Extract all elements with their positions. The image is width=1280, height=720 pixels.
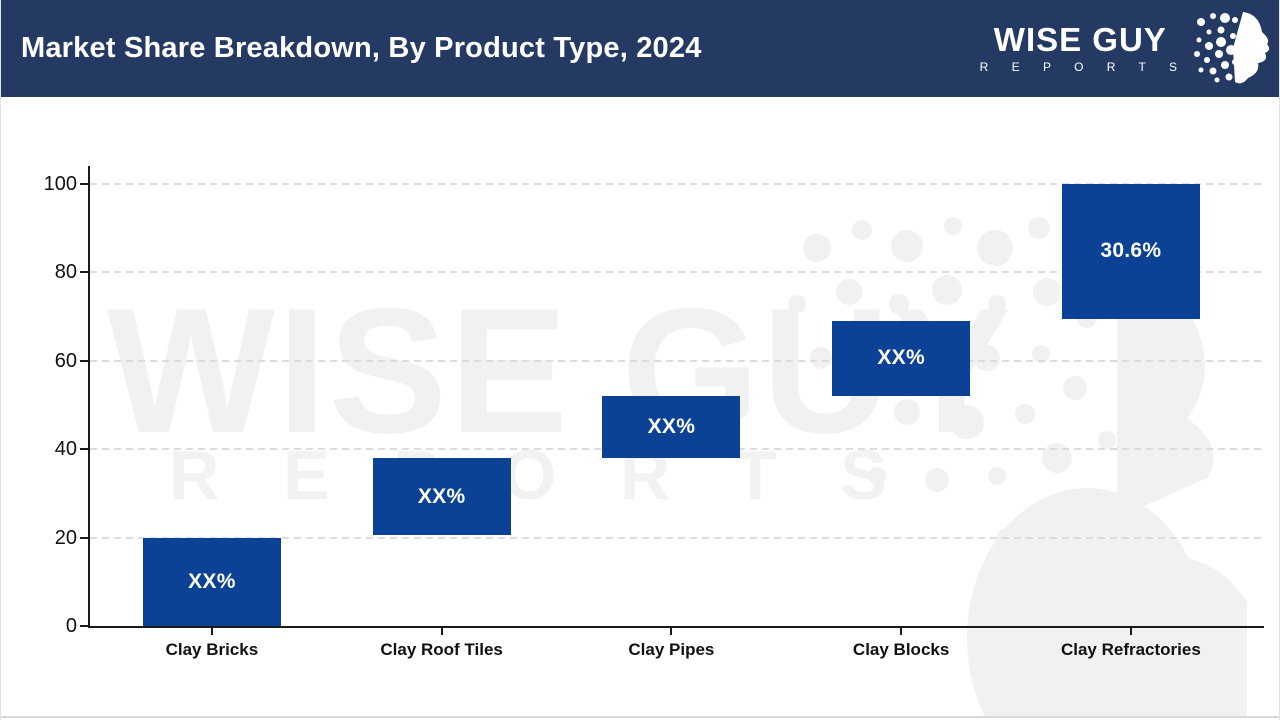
y-tick-label: 20 (54, 526, 77, 549)
x-axis-label-clay-blocks: Clay Blocks (852, 640, 950, 659)
y-tick-label: 40 (54, 438, 77, 461)
bar-clay-refractories: 30.6% (1061, 183, 1200, 320)
y-tick-mark (80, 182, 88, 185)
x-tick-mark (1129, 628, 1132, 635)
x-tick-mark (670, 628, 673, 635)
logo-line2: R E P O R T S (979, 59, 1187, 74)
gridline-20 (90, 536, 1263, 539)
gridline-80 (90, 271, 1263, 274)
watermark-face-dots (788, 217, 1247, 718)
gridline-100 (90, 182, 1263, 185)
x-axis-label-clay-bricks: Clay Bricks (165, 640, 259, 659)
y-tick-mark (80, 271, 88, 274)
y-tick-label: 80 (54, 261, 77, 284)
x-axis-label-clay-pipes: Clay Pipes (628, 640, 715, 659)
y-tick-mark (80, 359, 88, 362)
x-tick-mark (210, 628, 213, 635)
y-axis-spine (88, 166, 90, 628)
y-tick-mark (80, 536, 88, 539)
x-tick-mark (440, 628, 443, 635)
bar-clay-bricks: XX% (142, 537, 281, 626)
bar-value-label: XX% (647, 414, 696, 438)
wiseguy-logo: WISE GUY R E P O R T S (974, 8, 1273, 88)
watermark-reports: R E P O R T S (169, 436, 909, 514)
x-tick-mark (900, 628, 903, 635)
header-bar: Market Share Breakdown, By Product Type,… (1, 0, 1279, 97)
x-axis-label-clay-roof-tiles: Clay Roof Tiles (380, 640, 503, 659)
y-tick-mark (80, 448, 88, 451)
y-tick-label: 0 (65, 615, 77, 637)
bottom-divider (1, 716, 1279, 718)
bar-clay-blocks: XX% (832, 320, 971, 396)
bar-clay-roof-tiles: XX% (372, 457, 511, 536)
y-tick-label: 100 (43, 172, 77, 195)
x-axis-label-clay-refractories: Clay Refractories (1060, 640, 1201, 659)
x-axis-spine (88, 626, 1264, 628)
bar-value-label: 30.6% (1100, 239, 1162, 263)
bar-value-label: XX% (877, 346, 925, 370)
logo-wordmark: WISE GUY R E P O R T S (974, 23, 1187, 74)
bar-value-label: XX% (188, 569, 236, 593)
bar-value-label: XX% (417, 484, 466, 508)
page-title: Market Share Breakdown, By Product Type,… (21, 32, 702, 64)
bar-clay-pipes: XX% (602, 396, 741, 458)
gridline-60 (90, 359, 1263, 362)
logo-face-icon (1194, 12, 1270, 84)
y-tick-label: 60 (54, 349, 77, 372)
logo-line1: WISE GUY (993, 20, 1167, 58)
y-tick-mark (80, 625, 88, 627)
